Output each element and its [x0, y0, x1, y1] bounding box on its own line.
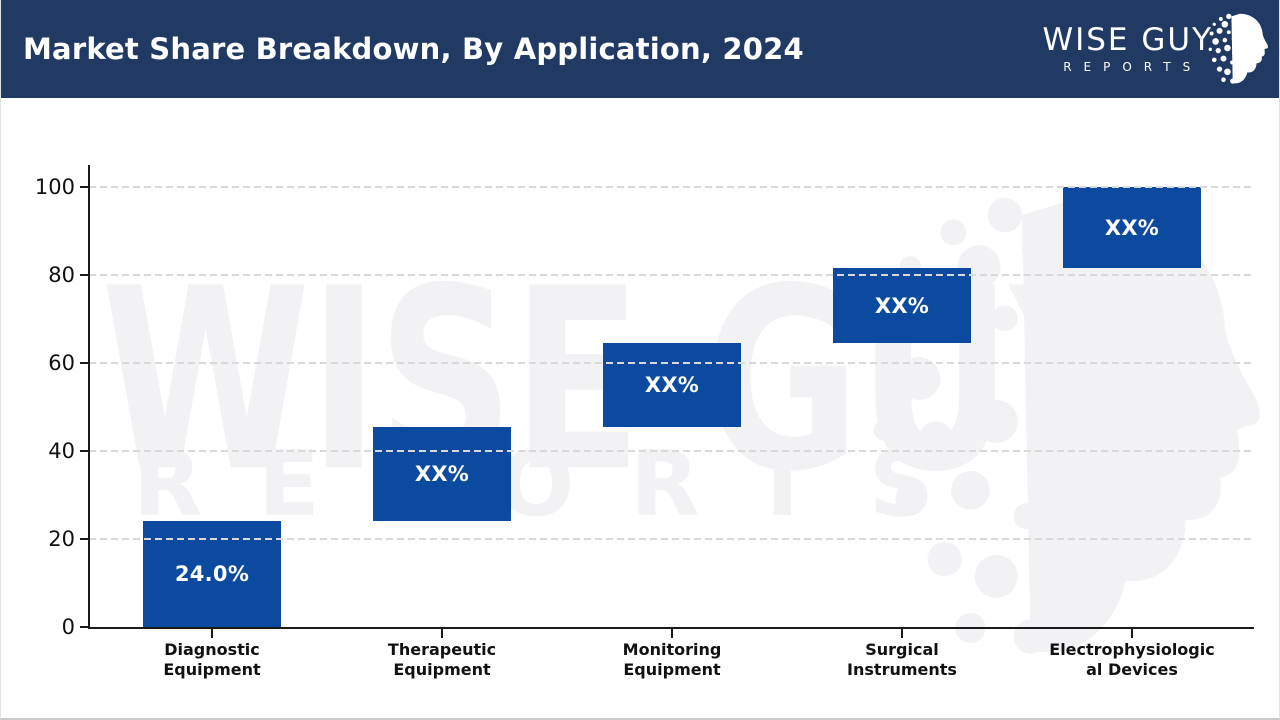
category-label: Therapeutic Equipment	[387, 640, 497, 679]
y-tick-mark	[80, 450, 88, 452]
gridline-20	[89, 538, 1254, 540]
brand-logo-text: WISE GUY REPORTS	[1042, 24, 1213, 74]
x-tick-mark	[1131, 629, 1133, 638]
x-tick-mark	[901, 629, 903, 638]
category-label: Surgical Instruments	[847, 640, 957, 679]
y-tick-label: 20	[48, 527, 75, 551]
y-tick-mark	[80, 274, 88, 276]
x-tick-mark	[441, 629, 443, 638]
bar-value-label: 24.0%	[174, 562, 250, 587]
bar-value-label: XX%	[414, 462, 470, 487]
header-bar: Market Share Breakdown, By Application, …	[1, 0, 1279, 98]
brand-subtitle: REPORTS	[1063, 59, 1203, 74]
y-tick-mark	[80, 538, 88, 540]
x-tick-mark	[671, 629, 673, 638]
brand-head-icon	[1208, 13, 1268, 84]
brand-name: WISE GUY	[1042, 22, 1213, 59]
y-tick-label: 40	[48, 439, 75, 463]
category-label: Diagnostic Equipment	[163, 640, 261, 679]
y-axis-spine	[88, 165, 90, 629]
category-label: Electrophysiologic al Devices	[1049, 640, 1215, 679]
y-tick-label: 60	[48, 351, 75, 375]
bar-segment: XX%	[603, 343, 741, 427]
bar-segment: XX%	[1063, 187, 1201, 269]
y-tick-mark	[80, 626, 88, 628]
gridline-40	[89, 450, 1254, 452]
bar-value-label: XX%	[644, 372, 700, 397]
bar-value-label: XX%	[874, 293, 930, 318]
watermark-subtext: REPORTS	[133, 432, 990, 537]
chart-area: WISE GUY REPORTS 02040608010024.0%XX%XX%…	[1, 98, 1279, 718]
y-tick-label: 0	[61, 615, 75, 639]
y-tick-mark	[80, 186, 88, 188]
gridline-100	[89, 186, 1254, 188]
page-title: Market Share Breakdown, By Application, …	[23, 32, 804, 66]
brand-logo: WISE GUY REPORTS	[1042, 6, 1273, 92]
gridline-80	[89, 274, 1254, 276]
y-tick-label: 80	[48, 263, 75, 287]
y-tick-mark	[80, 362, 88, 364]
bar-segment: XX%	[833, 268, 971, 344]
gridline-60	[89, 362, 1254, 364]
x-axis-spine	[88, 627, 1254, 629]
bar-value-label: XX%	[1104, 215, 1160, 240]
x-tick-mark	[211, 629, 213, 638]
y-tick-label: 100	[34, 175, 75, 199]
bar-segment: XX%	[373, 426, 511, 522]
category-label: Monitoring Equipment	[622, 640, 722, 679]
